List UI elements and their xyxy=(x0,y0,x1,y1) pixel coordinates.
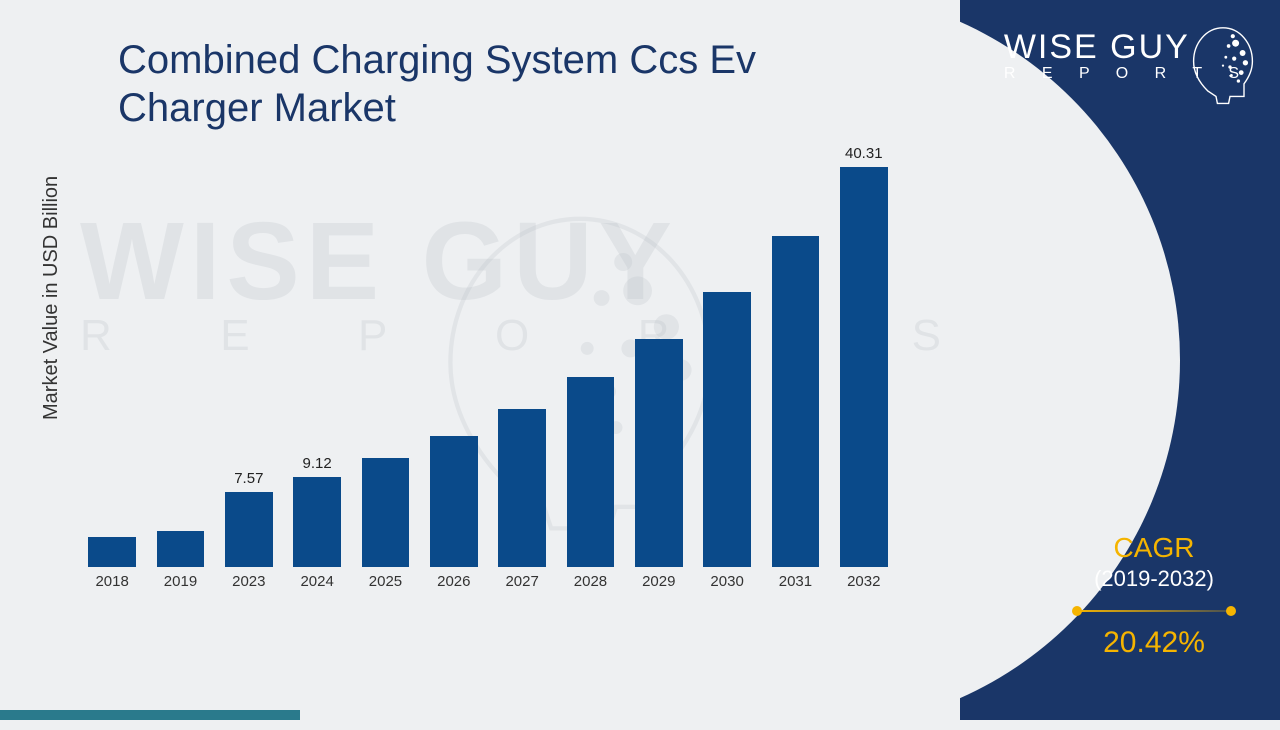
bar-slot: 7.57 2023 xyxy=(215,470,283,590)
bar-slot: 2030 xyxy=(693,270,761,590)
main-area: WISE GUY R E P O R T S Combined Charging… xyxy=(0,0,960,720)
bar-slot: 2026 xyxy=(420,414,488,590)
cagr-block: CAGR (2019-2032) 20.42% xyxy=(1074,532,1234,660)
y-axis-label: Market Value in USD Billion xyxy=(40,176,63,420)
bar-slot: 2019 xyxy=(146,509,214,590)
bar xyxy=(362,458,410,567)
bar-slot: 9.12 2024 xyxy=(283,455,351,590)
bar-category-label: 2027 xyxy=(505,573,538,590)
bar-category-label: 2024 xyxy=(300,573,333,590)
bar-category-label: 2030 xyxy=(710,573,743,590)
bar-slot: 2025 xyxy=(351,436,419,590)
bar-category-label: 2031 xyxy=(779,573,812,590)
bar xyxy=(635,339,683,567)
bar-category-label: 2018 xyxy=(95,573,128,590)
logo-head-icon xyxy=(1188,22,1258,112)
bar-slot: 2031 xyxy=(761,214,829,590)
cagr-value: 20.42% xyxy=(1074,626,1234,660)
bar-slot: 2018 xyxy=(78,515,146,590)
bar xyxy=(703,292,751,567)
bar-category-label: 2029 xyxy=(642,573,675,590)
bar xyxy=(157,531,205,567)
bar-category-label: 2028 xyxy=(574,573,607,590)
brand-logo: WISE GUY R E P O R T S xyxy=(1004,28,1250,83)
bar-category-label: 2019 xyxy=(164,573,197,590)
bar-slot: 2027 xyxy=(488,387,556,590)
bar-chart: 2018 2019 7.57 2023 9.12 2024 2025 2026 2027 2028… xyxy=(78,170,898,610)
bar-slot: 2028 xyxy=(556,355,624,590)
bar xyxy=(88,537,136,567)
bar xyxy=(293,477,341,567)
bar-value-label: 40.31 xyxy=(845,145,883,163)
bar xyxy=(430,436,478,567)
cagr-range: (2019-2032) xyxy=(1074,566,1234,592)
cagr-divider xyxy=(1074,610,1234,612)
bar-category-label: 2025 xyxy=(369,573,402,590)
bar xyxy=(840,167,888,567)
bar xyxy=(567,377,615,567)
bar xyxy=(772,236,820,567)
bottom-accent-bar xyxy=(0,710,300,720)
bar xyxy=(225,492,273,567)
bar-category-label: 2023 xyxy=(232,573,265,590)
bar-value-label: 9.12 xyxy=(303,455,332,473)
cagr-title: CAGR xyxy=(1074,532,1234,564)
bar-category-label: 2026 xyxy=(437,573,470,590)
bar-category-label: 2032 xyxy=(847,573,880,590)
bar-slot: 2029 xyxy=(625,317,693,590)
bar-value-label: 7.57 xyxy=(234,470,263,488)
bar xyxy=(498,409,546,567)
chart-title: Combined Charging System Ccs Ev Charger … xyxy=(118,36,878,132)
bar-slot: 40.31 2032 xyxy=(830,145,898,590)
